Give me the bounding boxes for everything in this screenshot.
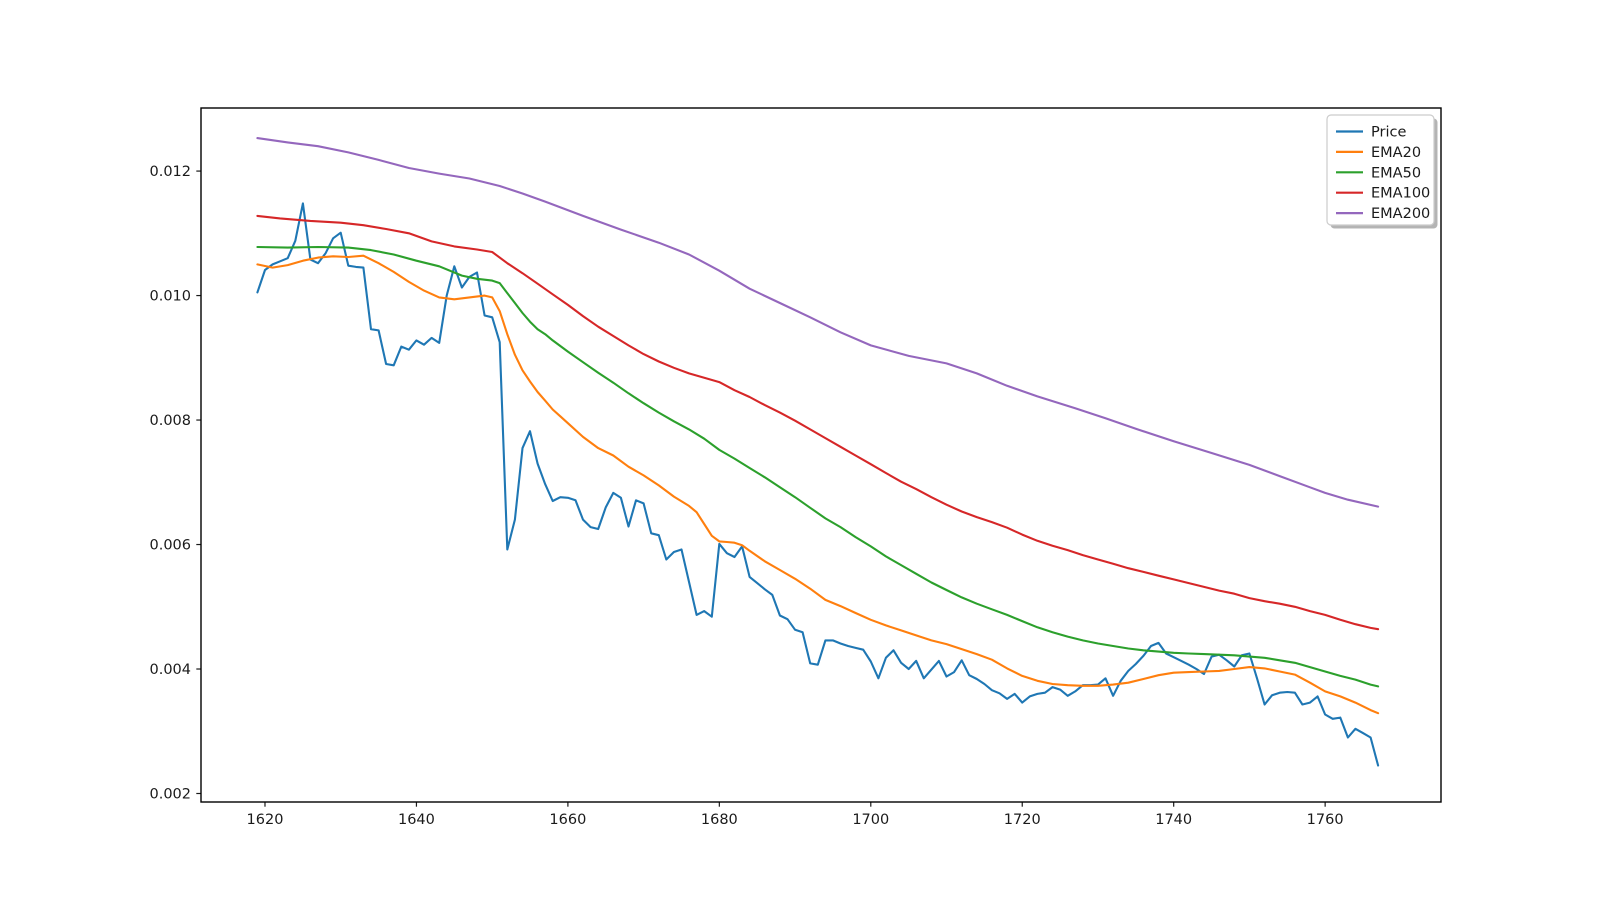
legend-label-ema50: EMA50 [1371,165,1421,181]
plot-area [201,108,1441,802]
legend-label-ema100: EMA100 [1371,186,1430,202]
y-tick-label: 0.008 [149,413,191,429]
legend-label-price: Price [1371,125,1406,141]
series-line-ema100 [256,214,1380,631]
y-tick-label: 0.012 [149,164,191,180]
series-line-ema20 [256,254,1380,715]
x-tick-label: 1700 [852,812,889,828]
series-line-ema50 [256,245,1380,688]
legend-box [1326,114,1435,226]
y-tick-label: 0.004 [149,662,191,678]
y-tick-label: 0.006 [149,538,191,554]
x-tick-label: 1640 [398,812,435,828]
legend-label-ema200: EMA200 [1371,206,1430,222]
plot-border [200,107,1442,803]
legend-label-ema20: EMA20 [1371,145,1421,161]
x-tick-label: 1720 [1004,812,1041,828]
x-tick-label: 1680 [701,812,738,828]
series-line-ema200 [256,137,1380,508]
y-tick-label: 0.002 [149,786,191,802]
x-tick-label: 1660 [549,812,586,828]
x-tick-label: 1620 [247,812,284,828]
x-tick-label: 1740 [1155,812,1192,828]
y-tick-label: 0.010 [149,289,191,305]
x-tick-label: 1760 [1307,812,1344,828]
series-line-price [256,202,1380,767]
